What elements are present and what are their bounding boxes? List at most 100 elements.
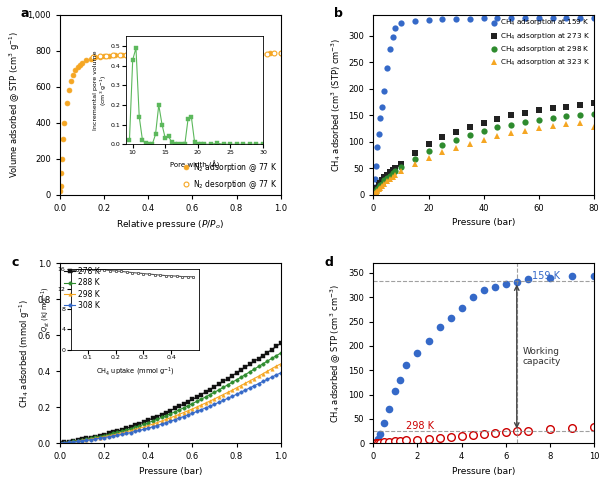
Text: c: c [11, 256, 19, 269]
N$_2$ adsorption @ 77 K [60, 136, 67, 142]
Y-axis label: CH$_4$ adsorbed (cm$^3$ (STP) cm$^{-3}$): CH$_4$ adsorbed (cm$^3$ (STP) cm$^{-3}$) [329, 37, 343, 172]
N$_2$ adsorption @ 77 K [59, 156, 66, 162]
CH$_4$ adsorption at 323 K [590, 125, 598, 131]
308 K [56, 440, 64, 446]
CH$_4$ adsorption at 298 K [590, 111, 598, 116]
CH$_4$ adsorption at 298 K [375, 185, 382, 190]
CH$_4$ adsorption at 298 K [370, 191, 377, 197]
Line: CH$_4$ adsorption at 323 K: CH$_4$ adsorption at 323 K [370, 119, 597, 198]
N$_2$ desorption @ 77 K [164, 51, 172, 57]
N$_2$ desorption @ 77 K [251, 51, 258, 56]
CH$_4$ adsorption at 159 K [411, 18, 418, 24]
Text: Working
capacity: Working capacity [522, 347, 560, 366]
CH$_4$ adsorption at 273 K [397, 161, 404, 167]
CH$_4$ adsorption at 159 K [371, 188, 378, 194]
288 K [105, 431, 112, 437]
CH$_4$ adsorption at 159 K [374, 144, 381, 150]
CH$_4$ adsorption at 323 K [397, 169, 404, 174]
298 K [56, 440, 64, 446]
278 K [202, 389, 209, 395]
CH$_4$ adsorption at 159 K [535, 16, 542, 21]
Line: 288 K: 288 K [58, 352, 283, 445]
N$_2$ desorption @ 77 K [184, 51, 191, 56]
CH$_4$ adsorption at 159 K [577, 16, 584, 21]
N$_2$ adsorption @ 77 K [79, 60, 86, 66]
N$_2$ adsorption @ 77 K [145, 51, 152, 57]
X-axis label: Relative pressure ($P$/$P_o$): Relative pressure ($P$/$P_o$) [116, 218, 224, 231]
CH$_4$ adsorption at 323 K [466, 141, 473, 147]
N$_2$ adsorption @ 77 K [134, 52, 141, 57]
288 K [127, 426, 134, 431]
N$_2$ desorption @ 77 K [277, 50, 284, 56]
N$_2$ adsorption @ 77 K [96, 54, 103, 60]
CH$_4$ adsorption at 159 K [370, 191, 377, 197]
N$_2$ adsorption @ 77 K [200, 51, 207, 56]
CH$_4$ adsorption at 273 K [549, 105, 556, 111]
CH$_4$ adsorption at 323 K [374, 188, 381, 194]
Y-axis label: CH$_4$ adsorbed (mmol g$^{-1}$): CH$_4$ adsorbed (mmol g$^{-1}$) [18, 299, 32, 408]
CH$_4$ adsorption at 298 K [508, 122, 515, 128]
278 K [105, 431, 112, 436]
N$_2$ adsorption @ 77 K [233, 51, 240, 56]
N$_2$ desorption @ 77 K [131, 52, 139, 57]
Line: N$_2$ adsorption @ 77 K: N$_2$ adsorption @ 77 K [58, 51, 283, 194]
288 K [56, 440, 64, 446]
N$_2$ desorption @ 77 K [217, 51, 224, 56]
CH$_4$ adsorption at 273 K [494, 116, 501, 122]
N$_2$ desorption @ 77 K [116, 52, 123, 58]
N$_2$ adsorption @ 77 K [105, 53, 112, 58]
CH$_4$ adsorption at 323 K [508, 131, 515, 136]
Text: d: d [325, 256, 334, 269]
288 K [122, 427, 130, 433]
CH$_4$ adsorption at 159 K [549, 16, 556, 21]
CH$_4$ adsorption at 298 K [377, 182, 384, 188]
CH$_4$ adsorption at 159 K [563, 16, 570, 21]
308 K [202, 405, 209, 411]
CH$_4$ adsorption at 323 K [371, 190, 379, 196]
CH$_4$ adsorption at 159 K [494, 16, 501, 21]
CH$_4$ adsorption at 298 K [370, 191, 377, 197]
CH$_4$ adsorption at 323 K [373, 189, 380, 195]
308 K [122, 431, 130, 436]
CH$_4$ adsorption at 273 K [452, 129, 460, 135]
278 K [122, 426, 130, 431]
CH$_4$ adsorption at 159 K [381, 89, 388, 94]
278 K [56, 440, 64, 446]
CH$_4$ adsorption at 159 K [370, 190, 377, 196]
Line: CH$_4$ adsorption at 298 K: CH$_4$ adsorption at 298 K [370, 111, 597, 198]
N$_2$ adsorption @ 77 K [58, 170, 65, 176]
CH$_4$ adsorption at 159 K [439, 17, 446, 22]
CH$_4$ adsorption at 273 K [371, 188, 379, 194]
298 K [105, 433, 112, 439]
CH$_4$ adsorption at 273 K [392, 165, 399, 171]
CH$_4$ adsorption at 159 K [392, 25, 399, 31]
CH$_4$ adsorption at 273 K [378, 177, 385, 183]
Line: N$_2$ desorption @ 77 K: N$_2$ desorption @ 77 K [91, 51, 283, 59]
N$_2$ desorption @ 77 K [171, 51, 178, 57]
CH$_4$ adsorption at 159 K [383, 65, 391, 71]
CH$_4$ adsorption at 323 K [371, 191, 378, 197]
Line: 298 K: 298 K [58, 362, 283, 445]
N$_2$ desorption @ 77 K [264, 51, 271, 56]
CH$_4$ adsorption at 298 K [397, 164, 404, 170]
N$_2$ adsorption @ 77 K [67, 78, 74, 84]
N$_2$ adsorption @ 77 K [155, 51, 163, 57]
Text: 159 K: 159 K [532, 271, 560, 281]
X-axis label: Pressure (bar): Pressure (bar) [452, 218, 515, 227]
CH$_4$ adsorption at 273 K [377, 180, 384, 186]
N$_2$ adsorption @ 77 K [101, 53, 108, 59]
CH$_4$ adsorption at 298 K [563, 113, 570, 119]
Text: a: a [20, 7, 29, 20]
N$_2$ adsorption @ 77 K [83, 57, 90, 63]
CH$_4$ adsorption at 273 K [370, 191, 377, 197]
CH$_4$ adsorption at 323 K [439, 150, 446, 155]
CH$_4$ adsorption at 323 K [549, 123, 556, 129]
CH$_4$ adsorption at 323 K [452, 145, 460, 151]
Line: CH$_4$ adsorption at 273 K: CH$_4$ adsorption at 273 K [370, 100, 597, 198]
CH$_4$ adsorption at 323 K [563, 121, 570, 127]
298 K [202, 400, 209, 406]
CH$_4$ adsorption at 159 K [521, 16, 529, 21]
CH$_4$ adsorption at 323 K [370, 192, 377, 198]
Y-axis label: CH$_4$ adsorbed @ STP (cm$^3$ cm$^{-3}$): CH$_4$ adsorbed @ STP (cm$^3$ cm$^{-3}$) [329, 283, 343, 423]
308 K [272, 372, 280, 378]
